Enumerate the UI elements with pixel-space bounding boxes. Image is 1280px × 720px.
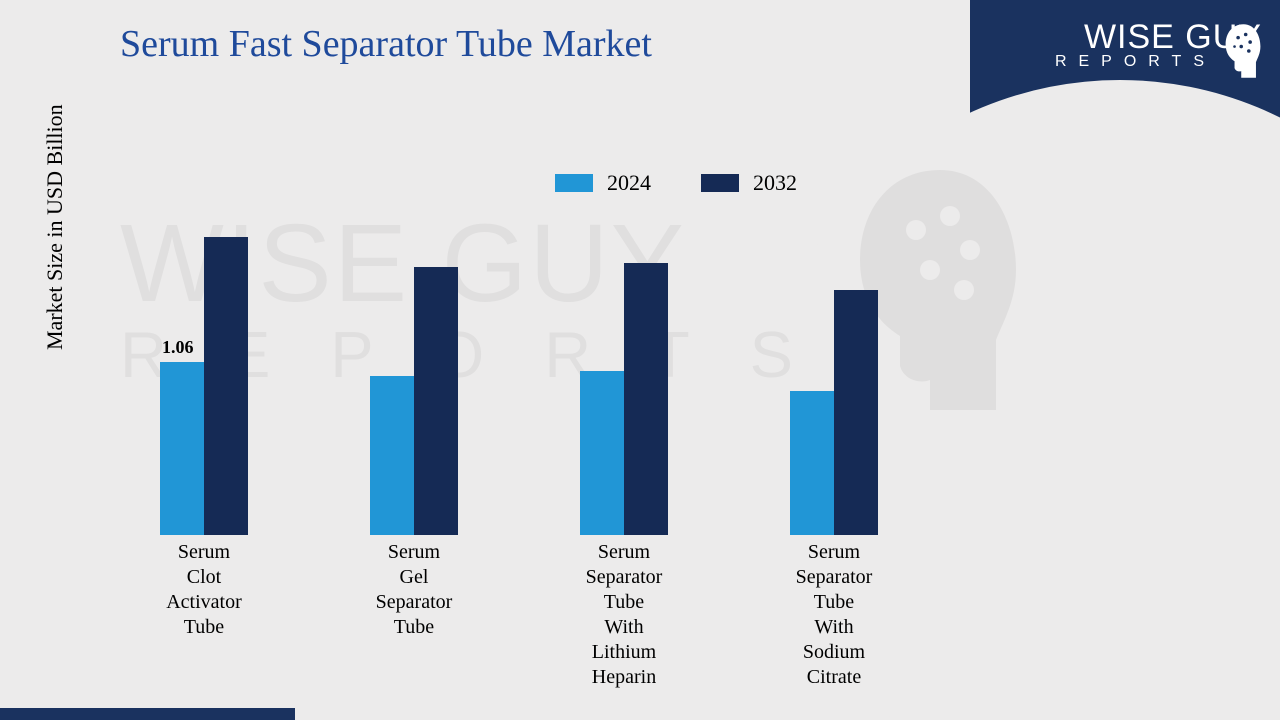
- legend-item-2032: 2032: [701, 170, 797, 196]
- y-axis-label: Market Size in USD Billion: [42, 104, 68, 350]
- bar-2032: [624, 263, 668, 535]
- value-label: 1.06: [162, 337, 194, 358]
- bar-2032: [414, 267, 458, 535]
- bar-2032: [204, 237, 248, 535]
- category-label: SerumSeparatorTubeWithLithiumHeparin: [559, 540, 689, 690]
- bar-2024: [370, 376, 414, 535]
- brand-head-icon: [1216, 22, 1262, 80]
- category-label: SerumClotActivatorTube: [139, 540, 269, 640]
- brand-logo: WISE GUY REPORTS: [1055, 18, 1262, 71]
- legend-label: 2032: [753, 170, 797, 196]
- legend-swatch: [555, 174, 593, 192]
- legend-item-2024: 2024: [555, 170, 651, 196]
- legend: 2024 2032: [555, 170, 797, 196]
- legend-label: 2024: [607, 170, 651, 196]
- brand-logo-sub: REPORTS: [1055, 53, 1216, 71]
- chart-title: Serum Fast Separator Tube Market: [120, 22, 652, 66]
- legend-swatch: [701, 174, 739, 192]
- bar-2024: [160, 362, 204, 535]
- bar-2032: [834, 290, 878, 535]
- decorative-bottom-bar: [0, 708, 295, 720]
- bar-2024: [790, 391, 834, 535]
- category-label: SerumGelSeparatorTube: [349, 540, 479, 640]
- chart-stage: Serum Fast Separator Tube Market WISE GU…: [0, 0, 1280, 720]
- category-label: SerumSeparatorTubeWithSodiumCitrate: [769, 540, 899, 690]
- bar-2024: [580, 371, 624, 535]
